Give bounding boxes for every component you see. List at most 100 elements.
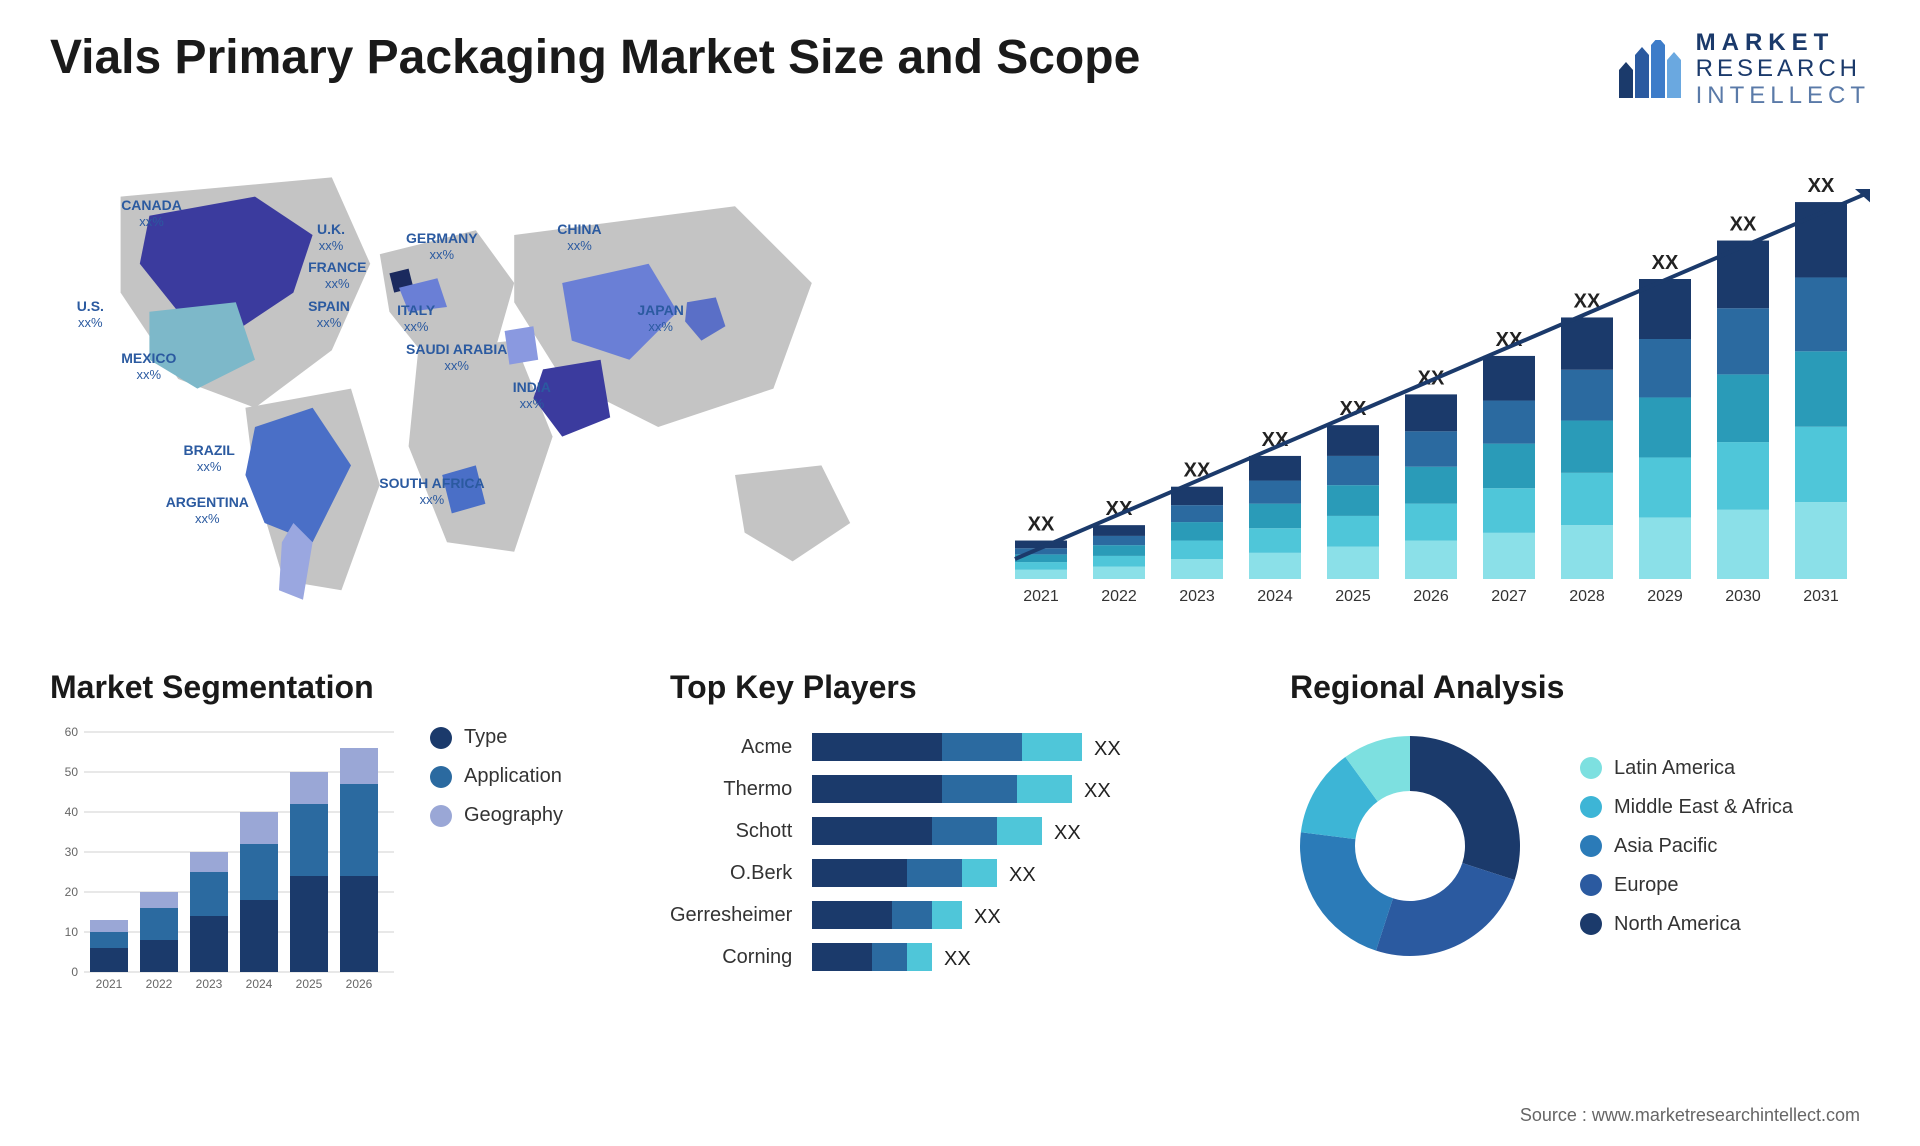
legend-swatch: [1580, 835, 1602, 857]
segmentation-chart: 0102030405060202120222023202420252026: [50, 726, 400, 1006]
svg-text:2025: 2025: [296, 977, 323, 991]
legend-label: Europe: [1614, 874, 1679, 897]
svg-text:40: 40: [65, 805, 79, 819]
svg-text:2031: 2031: [1803, 588, 1839, 605]
players-title: Top Key Players: [670, 669, 1230, 706]
svg-text:30: 30: [65, 845, 79, 859]
player-name: Thermo: [670, 768, 792, 810]
legend-swatch: [1580, 874, 1602, 896]
svg-text:2025: 2025: [1335, 588, 1371, 605]
player-name: Schott: [670, 810, 792, 852]
map-label: CHINAxx%: [557, 221, 601, 254]
legend-item: Asia Pacific: [1580, 835, 1793, 858]
logo-line2: RESEARCH: [1696, 56, 1870, 82]
svg-text:XX: XX: [1652, 252, 1679, 274]
svg-text:0: 0: [71, 965, 78, 979]
legend-swatch: [430, 805, 452, 827]
map-label: SOUTH AFRICAxx%: [379, 475, 484, 508]
svg-text:2027: 2027: [1491, 588, 1527, 605]
legend-item: Application: [430, 765, 563, 788]
svg-text:2021: 2021: [96, 977, 123, 991]
player-name: Acme: [670, 726, 792, 768]
map-label: MEXICOxx%: [121, 350, 176, 383]
segmentation-title: Market Segmentation: [50, 669, 610, 706]
legend-swatch: [430, 727, 452, 749]
legend-item: North America: [1580, 913, 1793, 936]
player-names-list: AcmeThermoSchottO.BerkGerresheimerCornin…: [670, 726, 792, 978]
svg-text:XX: XX: [1009, 864, 1036, 886]
svg-text:60: 60: [65, 726, 79, 739]
svg-text:2028: 2028: [1569, 588, 1605, 605]
svg-text:XX: XX: [944, 948, 971, 970]
svg-text:2024: 2024: [246, 977, 273, 991]
map-label: INDIAxx%: [513, 379, 551, 412]
legend-swatch: [1580, 913, 1602, 935]
svg-text:10: 10: [65, 925, 79, 939]
svg-text:2021: 2021: [1023, 588, 1059, 605]
growth-chart: 2021XX2022XX2023XX2024XX2025XX2026XX2027…: [980, 139, 1870, 619]
segmentation-legend: Type Application Geography: [430, 726, 563, 1006]
source-text: Source : www.marketresearchintellect.com: [1520, 1105, 1860, 1126]
map-label: JAPANxx%: [637, 302, 683, 335]
legend-label: North America: [1614, 913, 1741, 936]
regional-donut-chart: [1290, 726, 1530, 966]
regional-legend: Latin America Middle East & Africa Asia Pa…: [1580, 757, 1793, 936]
svg-text:XX: XX: [1028, 514, 1055, 536]
map-label: ARGENTINAxx%: [166, 494, 249, 527]
players-chart: XXXXXXXXXXXX: [812, 726, 1152, 978]
logo-line1: MARKET: [1696, 30, 1870, 56]
svg-text:2022: 2022: [1101, 588, 1137, 605]
logo-icon: [1614, 40, 1684, 100]
svg-text:50: 50: [65, 765, 79, 779]
regional-title: Regional Analysis: [1290, 669, 1870, 706]
map-label: SPAINxx%: [308, 298, 350, 331]
legend-swatch: [430, 766, 452, 788]
svg-text:20: 20: [65, 885, 79, 899]
map-label: U.K.xx%: [317, 221, 345, 254]
legend-item: Middle East & Africa: [1580, 796, 1793, 819]
map-label: SAUDI ARABIAxx%: [406, 341, 507, 374]
world-map-panel: CANADAxx% U.S.xx% MEXICOxx% BRAZILxx% ARGENT…: [50, 139, 940, 619]
legend-label: Type: [464, 726, 507, 749]
map-label: U.S.xx%: [77, 298, 104, 331]
regional-panel: Regional Analysis Latin America Middle Ea…: [1290, 669, 1870, 1006]
svg-text:2024: 2024: [1257, 588, 1293, 605]
top-row: CANADAxx% U.S.xx% MEXICOxx% BRAZILxx% ARGENT…: [50, 139, 1870, 619]
growth-chart-panel: 2021XX2022XX2023XX2024XX2025XX2026XX2027…: [980, 139, 1870, 619]
logo: MARKET RESEARCH INTELLECT: [1614, 30, 1870, 109]
world-map: [50, 139, 940, 619]
svg-text:XX: XX: [1094, 738, 1121, 760]
legend-label: Geography: [464, 804, 563, 827]
player-name: O.Berk: [670, 852, 792, 894]
logo-line3: INTELLECT: [1696, 83, 1870, 109]
header: Vials Primary Packaging Market Size and …: [50, 30, 1870, 109]
legend-label: Asia Pacific: [1614, 835, 1717, 858]
map-label: GERMANYxx%: [406, 230, 478, 263]
map-label: CANADAxx%: [121, 197, 182, 230]
svg-text:2023: 2023: [1179, 588, 1215, 605]
player-name: Corning: [670, 936, 792, 978]
legend-label: Middle East & Africa: [1614, 796, 1793, 819]
svg-text:2029: 2029: [1647, 588, 1683, 605]
svg-text:XX: XX: [974, 906, 1001, 928]
svg-text:2023: 2023: [196, 977, 223, 991]
legend-swatch: [1580, 796, 1602, 818]
svg-text:XX: XX: [1054, 822, 1081, 844]
svg-text:XX: XX: [1084, 780, 1111, 802]
legend-item: Geography: [430, 804, 563, 827]
legend-item: Europe: [1580, 874, 1793, 897]
player-name: Gerresheimer: [670, 894, 792, 936]
map-label: BRAZILxx%: [184, 442, 235, 475]
segmentation-panel: Market Segmentation 0 10 20 30 40 50 60 2021 202…: [50, 669, 610, 1006]
svg-text:2030: 2030: [1725, 588, 1761, 605]
logo-text: MARKET RESEARCH INTELLECT: [1696, 30, 1870, 109]
svg-text:2026: 2026: [346, 977, 373, 991]
svg-text:2026: 2026: [1413, 588, 1449, 605]
legend-label: Latin America: [1614, 757, 1735, 780]
legend-swatch: [1580, 757, 1602, 779]
svg-text:XX: XX: [1730, 214, 1757, 236]
players-panel: Top Key Players AcmeThermoSchottO.BerkGe…: [670, 669, 1230, 1006]
legend-label: Application: [464, 765, 562, 788]
bottom-row: Market Segmentation 0 10 20 30 40 50 60 2021 202…: [50, 669, 1870, 1006]
legend-item: Latin America: [1580, 757, 1793, 780]
